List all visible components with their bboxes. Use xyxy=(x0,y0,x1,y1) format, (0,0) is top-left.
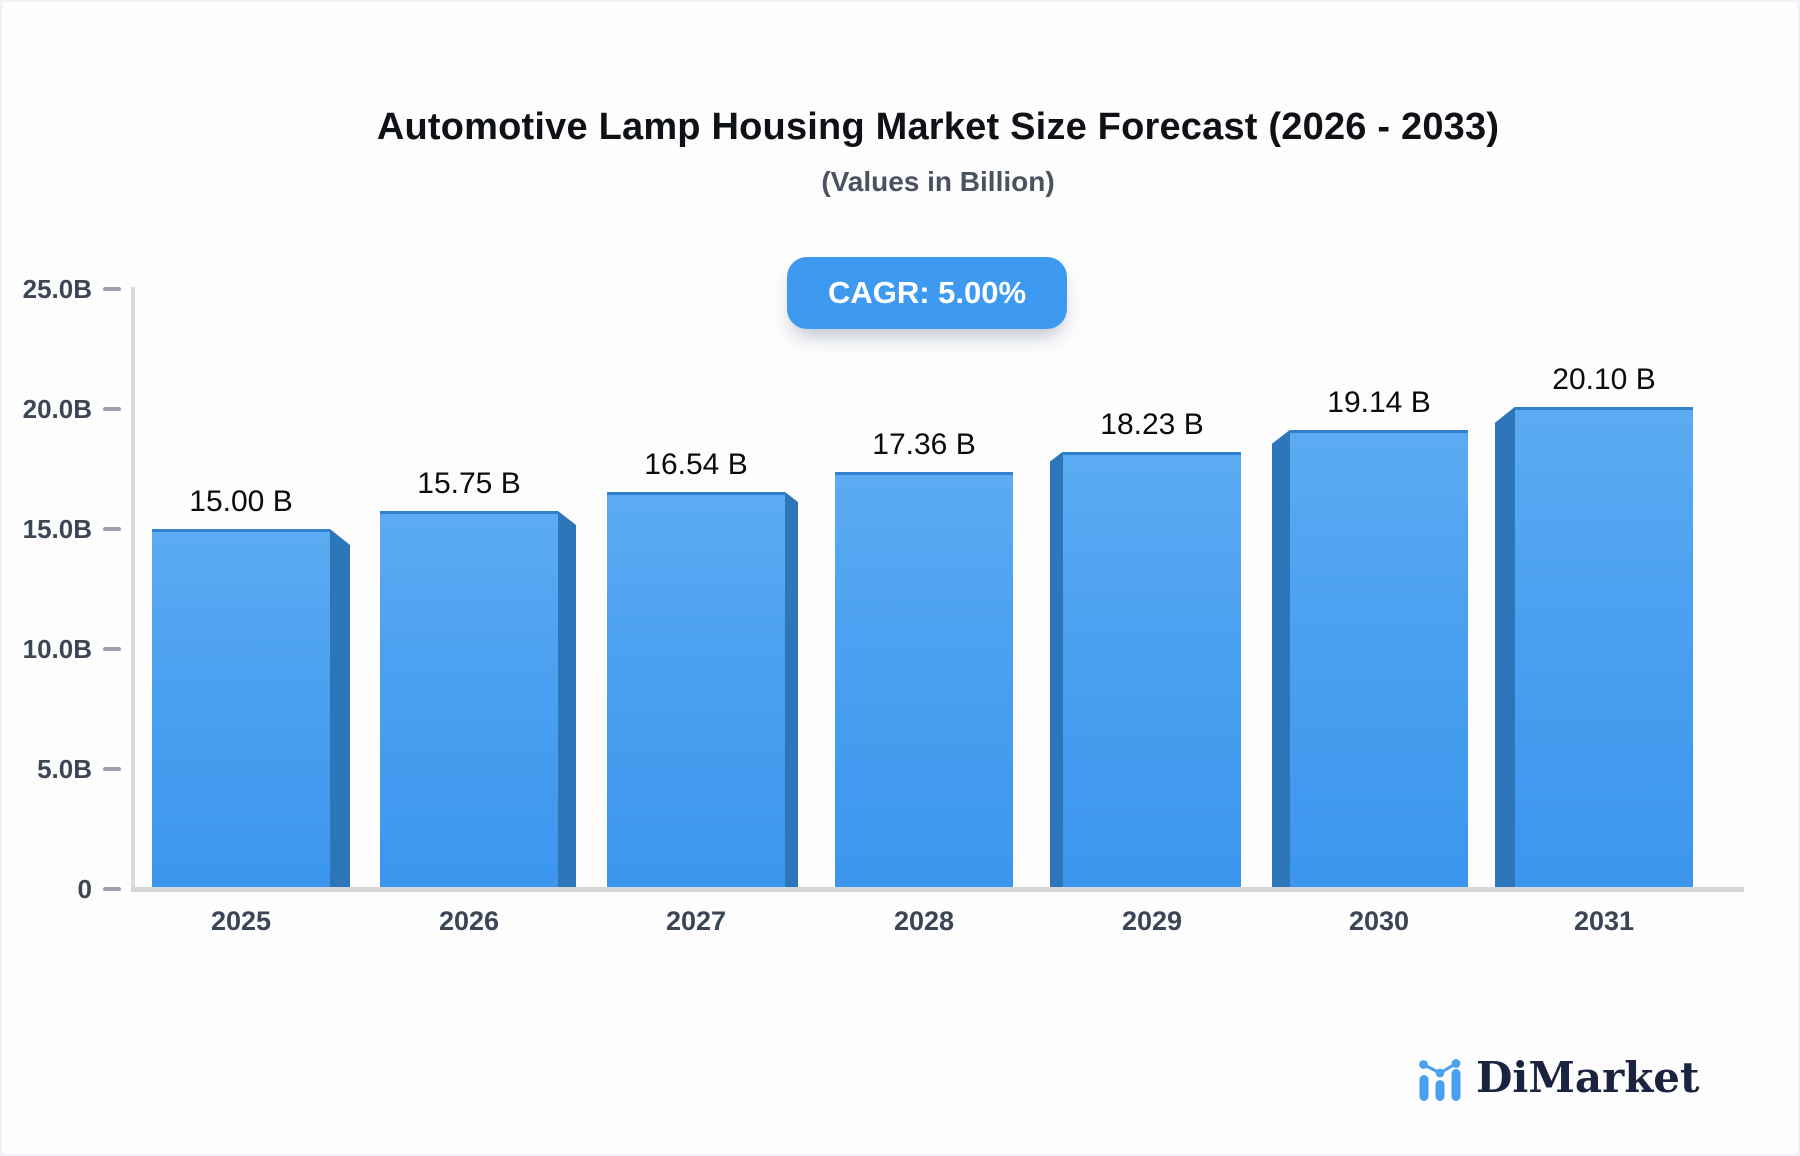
x-axis-label: 2030 xyxy=(1348,906,1410,936)
y-axis-tick xyxy=(103,407,121,412)
x-axis-label: 2026 xyxy=(438,906,500,936)
x-axis-label: 2028 xyxy=(893,906,955,936)
bar-2026 xyxy=(380,510,558,889)
bar-2031 xyxy=(1515,406,1693,889)
chart-subtitle: (Values in Billion) xyxy=(821,166,1055,197)
y-axis-tick xyxy=(103,287,121,292)
bar-3d-side xyxy=(1050,451,1063,889)
bar-3d-side xyxy=(785,492,798,889)
y-axis-tick-label: 10.0B xyxy=(22,633,92,664)
bar-value-label: 15.75 B xyxy=(417,466,521,500)
y-axis-tick-label: 0 xyxy=(77,873,92,904)
bar-2025 xyxy=(152,528,330,889)
bar-3d-side xyxy=(558,510,576,889)
cagr-badge: CAGR: 5.00% xyxy=(787,257,1067,329)
x-axis-label: 2025 xyxy=(210,906,272,936)
y-axis-tick-label: 5.0B xyxy=(37,753,92,784)
bar-value-label: 17.36 B xyxy=(872,428,976,462)
bar-3d-side xyxy=(330,528,350,889)
bar-value-label: 19.14 B xyxy=(1327,385,1431,419)
y-axis-tick-label: 15.0B xyxy=(22,513,92,544)
bar-value-label: 16.54 B xyxy=(644,448,748,482)
bar-2027 xyxy=(607,492,785,889)
bar-3d-side xyxy=(1495,406,1515,889)
bar-2029 xyxy=(1063,451,1241,889)
bar-value-label: 15.00 B xyxy=(189,484,293,518)
bar-2028 xyxy=(835,472,1013,889)
y-axis-tick-label: 20.0B xyxy=(22,394,92,425)
y-axis-tick xyxy=(103,526,121,531)
x-axis-line xyxy=(131,887,1744,892)
bar-value-label: 18.23 B xyxy=(1100,407,1204,441)
y-axis-line xyxy=(131,287,135,889)
y-axis-tick xyxy=(103,646,121,651)
bar-3d-side xyxy=(1272,429,1290,889)
x-axis-label: 2029 xyxy=(1121,906,1183,936)
y-axis-tick xyxy=(103,766,121,771)
y-axis-tick-label: 25.0B xyxy=(22,274,92,305)
x-axis-label: 2031 xyxy=(1573,906,1635,936)
cagr-badge-label: CAGR: 5.00% xyxy=(827,275,1027,310)
bar-value-label: 20.10 B xyxy=(1552,362,1656,396)
x-axis-label: 2027 xyxy=(665,906,727,936)
bar-2030 xyxy=(1290,429,1468,889)
y-axis-tick xyxy=(103,886,121,891)
brand-logo: DiMarket xyxy=(1417,1042,1699,1102)
brand-name: DiMarket xyxy=(1476,1053,1700,1102)
bar-chart-logo-icon xyxy=(1419,1059,1461,1101)
chart-title: Automotive Lamp Housing Market Size Fore… xyxy=(376,106,1500,148)
